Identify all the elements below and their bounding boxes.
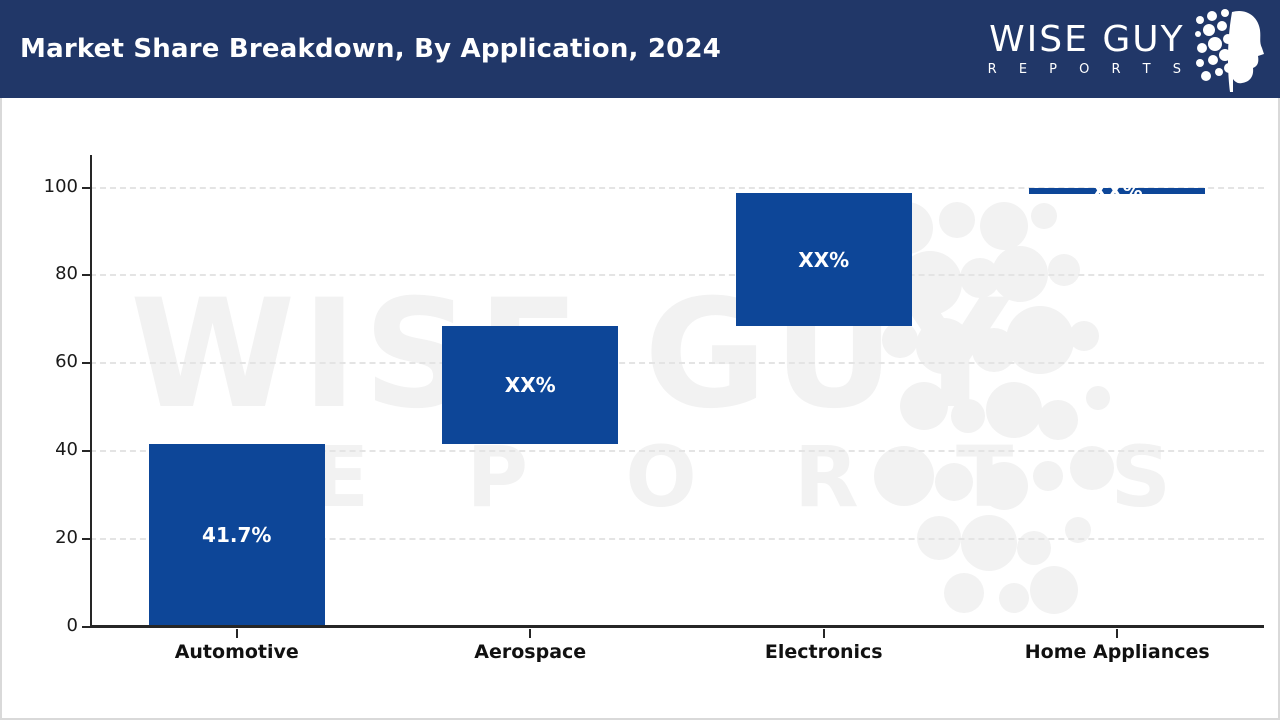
- y-tick-mark: [82, 362, 90, 365]
- x-axis-tick: [529, 629, 532, 638]
- y-tick-mark: [82, 538, 90, 541]
- gridline: [90, 362, 1264, 365]
- bar-label: XX%: [798, 247, 850, 272]
- y-tick-mark: [82, 626, 90, 628]
- logo-wordmark: WISE GUY R E P O R T S: [984, 18, 1190, 77]
- bar-home-appliances: XX%: [1029, 181, 1206, 201]
- x-axis-tick: [1116, 629, 1119, 638]
- gridline: [90, 274, 1264, 277]
- logo-wordmark-line2: R E P O R T S: [987, 61, 1190, 77]
- logo-wordmark-line1: WISE GUY: [989, 18, 1185, 60]
- bar-automotive: 41.7%: [148, 443, 325, 627]
- y-tick-mark: [82, 186, 90, 189]
- wiseguy-face-icon: [1195, 9, 1264, 92]
- y-tick-label: 0: [66, 615, 78, 636]
- bar-label: 41.7%: [202, 523, 272, 548]
- header-bar: Market Share Breakdown, By Application, …: [0, 0, 1280, 98]
- gridline: [90, 538, 1264, 541]
- y-axis-line: [90, 155, 92, 627]
- x-axis-tick: [822, 629, 825, 638]
- bar-electronics: XX%: [735, 193, 912, 326]
- y-tick-label: 20: [55, 527, 78, 549]
- bar-aerospace: XX%: [442, 325, 619, 444]
- x-tick-label: Automotive: [174, 641, 299, 663]
- y-tick-label: 60: [55, 351, 78, 373]
- x-axis-tick: [235, 629, 238, 638]
- gridline: [90, 450, 1264, 453]
- bar-label: XX%: [1091, 178, 1143, 203]
- x-tick-label: Aerospace: [474, 641, 587, 663]
- plot-area: 41.7% XX% XX% XX%: [90, 155, 1264, 638]
- gridline: [90, 186, 1264, 189]
- y-tick-mark: [82, 274, 90, 277]
- x-tick-label: Electronics: [764, 641, 883, 663]
- x-tick-label: Home Appliances: [1024, 641, 1210, 663]
- y-tick-mark: [82, 450, 90, 453]
- y-tick-label: 80: [55, 263, 78, 285]
- chart-title: Market Share Breakdown, By Application, …: [20, 34, 722, 64]
- x-axis-line: [90, 625, 1264, 628]
- bar-label: XX%: [504, 372, 556, 397]
- wiseguy-logo: WISE GUY R E P O R T S: [984, 6, 1266, 92]
- y-tick-label: 100: [43, 175, 78, 197]
- y-tick-label: 40: [55, 439, 78, 461]
